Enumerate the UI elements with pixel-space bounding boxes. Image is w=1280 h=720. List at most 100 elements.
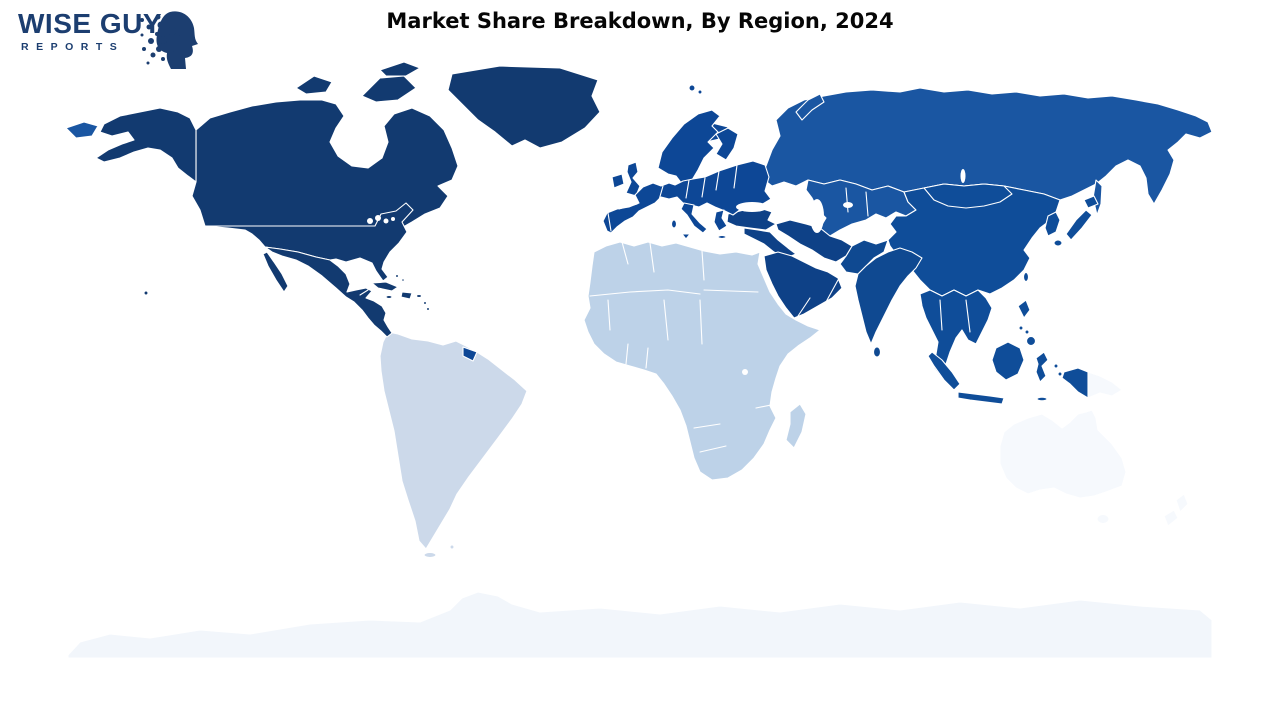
island-antilles-1 <box>422 300 428 306</box>
country-greece <box>713 209 728 232</box>
inland-water <box>367 169 966 375</box>
island-victoria <box>295 75 333 95</box>
island-baffin <box>361 75 417 103</box>
continent-africa <box>583 241 821 481</box>
region-middle-east <box>726 207 853 319</box>
island-novaya-zemlya <box>795 93 825 121</box>
border-line <box>645 347 649 369</box>
region-east-asia <box>887 183 1099 405</box>
country-new-zealand-south <box>1163 509 1179 527</box>
island-sicily <box>681 233 691 240</box>
aral-sea <box>843 202 853 208</box>
border-line <box>699 299 703 345</box>
country-india <box>854 247 923 345</box>
island-madagascar <box>785 403 807 449</box>
border-line <box>797 297 811 317</box>
country-japan-hokkaido <box>1083 195 1099 209</box>
region-south-america <box>379 331 528 559</box>
country-russia-chukotka-west <box>65 121 99 139</box>
great-lake-2 <box>375 215 381 221</box>
country-japan-honshu <box>1065 209 1093 241</box>
country-japan-kyushu <box>1053 239 1063 247</box>
island-moluccas-2 <box>1057 371 1063 377</box>
border-line <box>685 179 690 199</box>
border-line <box>755 403 777 409</box>
island-bahamas-1 <box>394 273 400 279</box>
great-lake-3 <box>383 218 389 224</box>
border-line <box>658 185 664 201</box>
country-borders <box>359 164 971 453</box>
island-java <box>957 391 1005 405</box>
country-new-zealand-north <box>1175 493 1189 513</box>
great-lake-1 <box>367 218 373 224</box>
region-arabian-peninsula <box>763 251 843 319</box>
border-line <box>663 299 669 341</box>
logo-wordmark: WISE GUY <box>18 8 163 39</box>
island-hispaniola <box>400 291 413 300</box>
lake-victoria <box>742 369 748 375</box>
island-taiwan <box>1022 271 1030 283</box>
great-lake-4 <box>391 217 395 221</box>
island-puerto-rico <box>415 293 423 299</box>
border-line <box>693 423 721 429</box>
continent-south-america <box>379 331 528 550</box>
border-line <box>699 445 727 453</box>
region-west-papua <box>1061 367 1089 399</box>
country-canada <box>191 99 459 227</box>
border-line <box>607 299 611 331</box>
caspian-sea <box>810 199 824 233</box>
island-sumatra <box>927 351 961 391</box>
island-ellesmere <box>379 61 421 77</box>
border-line <box>701 250 705 281</box>
island-visayas-1 <box>1018 325 1024 331</box>
island-borneo <box>991 341 1025 381</box>
island-crete <box>717 234 727 240</box>
peninsula-baja <box>262 251 289 293</box>
lake-baikal <box>960 169 966 183</box>
island-svalbard-1 <box>688 84 696 92</box>
region-south-asia <box>839 239 923 358</box>
country-korea <box>1044 211 1061 237</box>
region-oceania <box>999 371 1189 527</box>
island-mindanao <box>1025 335 1037 347</box>
region-north-america <box>95 61 601 338</box>
region-mainland-europe <box>602 160 772 234</box>
region-antarctica <box>67 591 1213 659</box>
border-line <box>865 191 869 217</box>
country-finland <box>715 127 739 161</box>
country-ireland <box>611 173 625 189</box>
logo-subtitle: REPORTS <box>21 41 125 53</box>
island-visayas-2 <box>1024 329 1030 335</box>
country-iran <box>775 219 853 263</box>
border-line <box>825 279 839 303</box>
island-cuba <box>371 281 399 292</box>
border-line <box>965 299 971 333</box>
country-papua-new-guinea <box>1087 371 1123 399</box>
border-line <box>607 212 612 232</box>
country-italy <box>680 202 708 234</box>
border-line <box>621 241 629 265</box>
region-scandinavia <box>657 109 721 185</box>
island-antilles-2 <box>425 306 431 312</box>
border-line <box>589 289 701 297</box>
region-indochina <box>919 289 993 377</box>
island-timor <box>1036 396 1048 402</box>
border-line <box>733 164 738 189</box>
border-line <box>939 299 943 331</box>
island-jamaica <box>385 294 393 300</box>
country-mongolia <box>923 183 1013 209</box>
border-line <box>703 289 759 293</box>
island-tasmania <box>1096 513 1110 525</box>
region-africa <box>583 241 821 481</box>
island-sardinia <box>670 219 678 229</box>
wise-guy-reports-logo: WISE GUY REPORTS <box>16 8 216 70</box>
country-australia <box>999 409 1127 499</box>
island-moluccas-1 <box>1053 363 1059 369</box>
island-falkland <box>449 544 455 550</box>
border-line <box>715 170 720 191</box>
island-sri-lanka <box>872 346 882 358</box>
border-line <box>771 211 789 221</box>
logo-text: WISE GUY REPORTS <box>18 8 163 54</box>
border-line <box>618 203 638 210</box>
